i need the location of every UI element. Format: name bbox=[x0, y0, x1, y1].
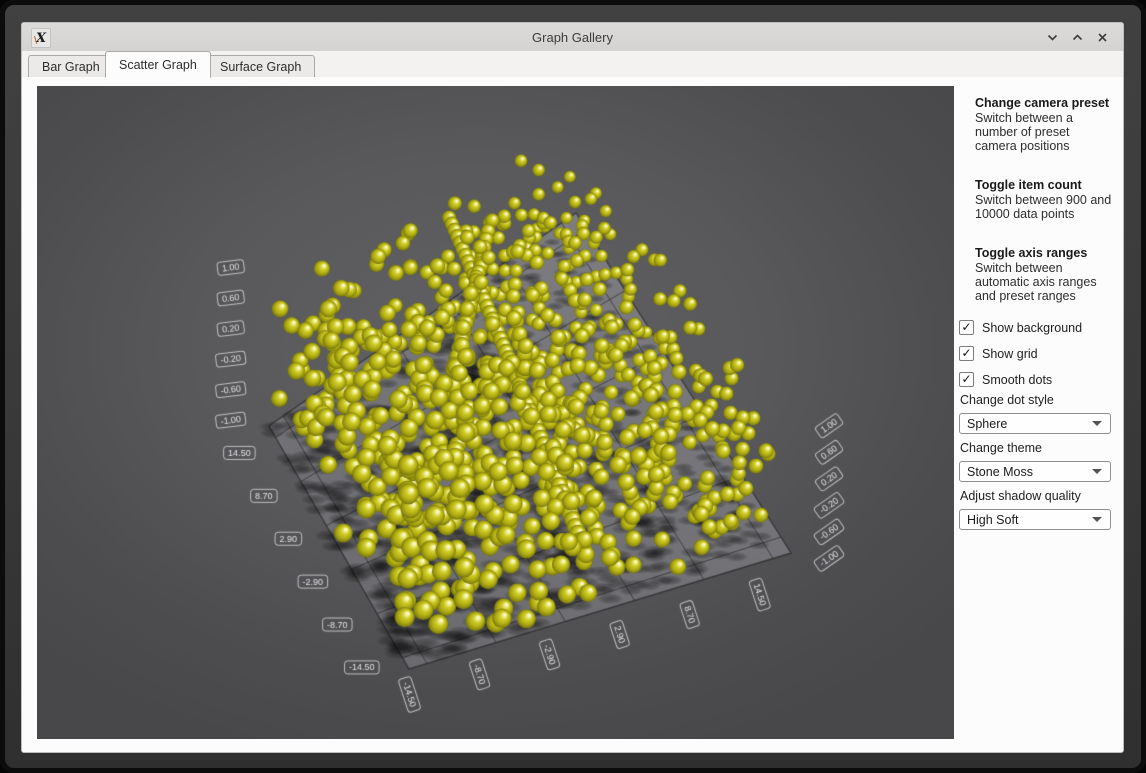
tab-surface-graph[interactable]: Surface Graph bbox=[206, 55, 316, 78]
window-title: Graph Gallery bbox=[532, 29, 613, 45]
tab-label: Bar Graph bbox=[42, 59, 100, 74]
scatter-canvas[interactable] bbox=[37, 86, 954, 739]
select-value: Sphere bbox=[967, 416, 1008, 431]
tab-bar-graph[interactable]: Bar Graph bbox=[28, 55, 114, 78]
toggle-item-count-button[interactable]: Toggle item count Switch between 900 and… bbox=[975, 178, 1117, 221]
toggle-axis-ranges-button[interactable]: Toggle axis ranges Switch between automa… bbox=[975, 246, 1117, 303]
content-area: Change camera preset Switch between a nu… bbox=[22, 77, 1123, 752]
tab-bar: Bar Graph Scatter Graph Surface Graph bbox=[22, 51, 1123, 78]
tab-scatter-graph[interactable]: Scatter Graph bbox=[105, 51, 211, 78]
minimize-button[interactable] bbox=[1044, 29, 1061, 46]
checkbox-label: Smooth dots bbox=[982, 372, 1053, 387]
command-button-description: Switch between 900 and 10000 data points bbox=[975, 193, 1112, 221]
app-icon: X \ bbox=[31, 28, 51, 48]
smooth-dots-checkbox[interactable]: ✓ Smooth dots bbox=[959, 372, 1052, 387]
show-grid-checkbox[interactable]: ✓ Show grid bbox=[959, 346, 1038, 361]
titlebar[interactable]: X \ Graph Gallery bbox=[22, 23, 1123, 52]
control-panel: Change camera preset Switch between a nu… bbox=[954, 77, 1122, 752]
window-controls bbox=[1044, 23, 1111, 51]
tab-label: Scatter Graph bbox=[119, 57, 197, 72]
chevron-up-icon bbox=[1072, 33, 1083, 40]
close-button[interactable] bbox=[1094, 29, 1111, 46]
theme-label: Change theme bbox=[960, 441, 1043, 455]
select-value: High Soft bbox=[967, 512, 1019, 527]
dot-style-select[interactable]: Sphere bbox=[959, 413, 1111, 434]
command-button-title: Toggle axis ranges bbox=[975, 246, 1088, 260]
command-button-description: Switch between a number of preset camera… bbox=[975, 111, 1073, 153]
command-button-description: Switch between automatic axis ranges and… bbox=[975, 261, 1097, 303]
chevron-down-icon bbox=[1092, 421, 1102, 426]
scatter-3d-view[interactable] bbox=[37, 86, 954, 739]
shadow-quality-select[interactable]: High Soft bbox=[959, 509, 1111, 530]
checkbox-label: Show background bbox=[982, 320, 1083, 335]
chevron-down-icon bbox=[1047, 34, 1058, 41]
chevron-down-icon bbox=[1092, 469, 1102, 474]
select-value: Stone Moss bbox=[967, 464, 1034, 479]
dot-style-label: Change dot style bbox=[960, 393, 1054, 407]
command-button-title: Toggle item count bbox=[975, 178, 1082, 192]
checkbox-box[interactable]: ✓ bbox=[959, 320, 974, 335]
change-camera-preset-button[interactable]: Change camera preset Switch between a nu… bbox=[975, 96, 1117, 153]
maximize-button[interactable] bbox=[1069, 29, 1086, 46]
chevron-down-icon bbox=[1092, 517, 1102, 522]
show-background-checkbox[interactable]: ✓ Show background bbox=[959, 320, 1082, 335]
checkbox-box[interactable]: ✓ bbox=[959, 372, 974, 387]
app-icon-letter: X bbox=[35, 30, 47, 46]
checkbox-box[interactable]: ✓ bbox=[959, 346, 974, 361]
checkbox-label: Show grid bbox=[982, 346, 1038, 361]
app-window: X \ Graph Gallery Bar Graph Scatte bbox=[21, 22, 1124, 753]
theme-select[interactable]: Stone Moss bbox=[959, 461, 1111, 482]
command-button-title: Change camera preset bbox=[975, 96, 1110, 110]
shadow-quality-label: Adjust shadow quality bbox=[960, 489, 1081, 503]
tab-label: Surface Graph bbox=[220, 59, 302, 74]
close-icon bbox=[1098, 32, 1107, 42]
